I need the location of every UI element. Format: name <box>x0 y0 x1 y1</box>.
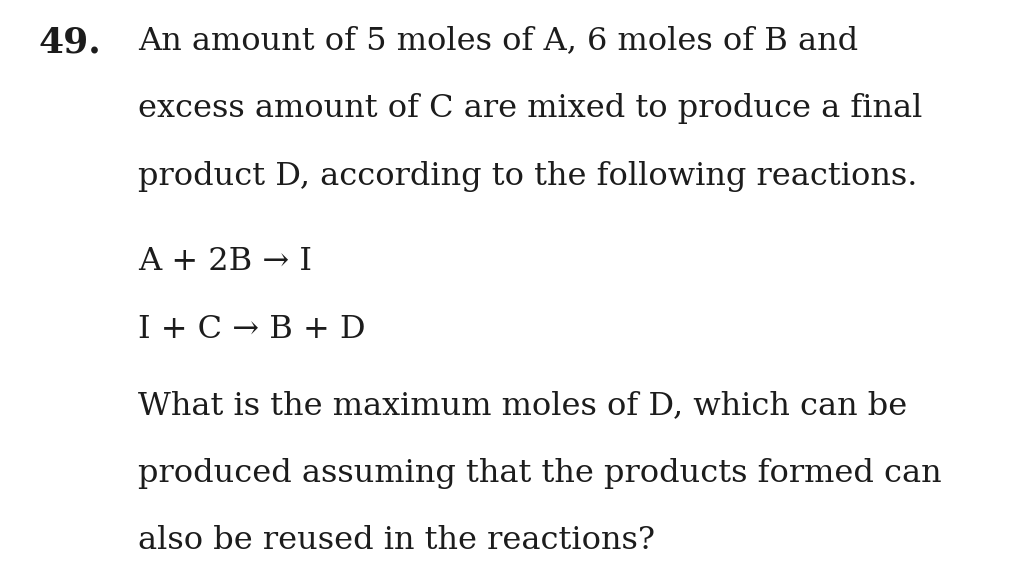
Text: produced assuming that the products formed can: produced assuming that the products form… <box>138 458 942 489</box>
Text: A + 2B → I: A + 2B → I <box>138 246 312 277</box>
Text: excess amount of C are mixed to produce a final: excess amount of C are mixed to produce … <box>138 93 923 124</box>
Text: What is the maximum moles of D, which can be: What is the maximum moles of D, which ca… <box>138 390 907 421</box>
Text: An amount of 5 moles of A, 6 moles of B and: An amount of 5 moles of A, 6 moles of B … <box>138 25 858 56</box>
Text: also be reused in the reactions?: also be reused in the reactions? <box>138 525 655 557</box>
Text: product D, according to the following reactions.: product D, according to the following re… <box>138 161 918 192</box>
Text: I + C → B + D: I + C → B + D <box>138 314 366 345</box>
Text: 49.: 49. <box>39 25 101 59</box>
